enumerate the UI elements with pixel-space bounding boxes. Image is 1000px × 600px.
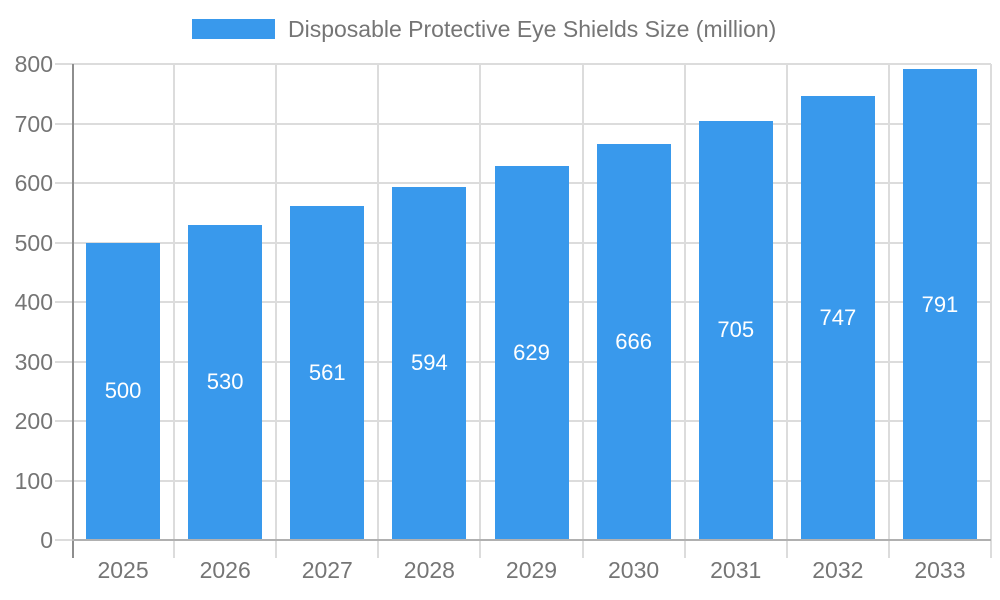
x-axis-tick: [275, 540, 278, 558]
x-tick-label: 2026: [199, 557, 251, 583]
x-tick-label: 2031: [710, 557, 762, 583]
bar-value-label: 747: [819, 304, 857, 330]
y-tick-label: 200: [14, 408, 53, 434]
x-tick-label: 2028: [403, 557, 455, 583]
bar-value-label: 705: [717, 317, 755, 343]
y-tick-label: 500: [14, 229, 53, 256]
y-tick-label: 800: [14, 51, 53, 77]
x-gridline: [377, 64, 380, 540]
bar-value-label: 594: [411, 350, 448, 376]
x-gridline: [990, 64, 992, 540]
x-gridline: [173, 64, 176, 540]
x-axis-tick: [887, 540, 890, 558]
x-tick-label: 2025: [97, 557, 149, 583]
x-axis-tick: [990, 540, 992, 558]
bar: [392, 186, 467, 540]
bar-value-label: 666: [615, 328, 652, 354]
y-tick-label: 400: [14, 289, 53, 315]
x-gridline: [887, 64, 890, 540]
bar: [902, 69, 977, 540]
x-tick-label: 2027: [301, 557, 353, 583]
x-axis-tick: [173, 540, 176, 558]
legend-swatch: [192, 19, 275, 39]
bar-value-label: 791: [921, 291, 959, 317]
y-gridline: [55, 63, 991, 65]
bar: [800, 95, 875, 540]
x-tick-label: 2029: [505, 557, 558, 583]
legend-label: Disposable Protective Eye Shields Size (…: [288, 15, 777, 42]
legend-item[interactable]: Disposable Protective Eye Shields Size (…: [192, 16, 776, 42]
y-gridline: [55, 122, 991, 125]
y-tick-label: 700: [14, 110, 53, 137]
bar: [290, 206, 365, 540]
bar-value-label: 530: [206, 369, 244, 395]
bar: [86, 242, 161, 540]
x-gridline: [275, 64, 278, 540]
x-gridline: [785, 64, 788, 540]
bar: [698, 120, 773, 540]
x-tick-label: 2033: [914, 557, 966, 583]
y-tick-label: 600: [14, 170, 53, 196]
y-tick-label: 100: [14, 467, 53, 494]
bar: [494, 165, 569, 540]
x-axis-tick: [479, 540, 482, 558]
x-gridline: [683, 64, 686, 540]
bar-value-label: 629: [513, 339, 550, 365]
x-tick-label: 2030: [608, 557, 660, 583]
x-axis-line: [72, 539, 991, 541]
x-gridline: [479, 64, 482, 540]
x-axis-tick: [683, 540, 686, 558]
x-gridline: [581, 64, 584, 540]
y-axis-line: [72, 64, 74, 558]
x-axis-tick: [785, 540, 788, 558]
bar-value-label: 561: [308, 360, 346, 386]
bar-value-label: 500: [104, 378, 142, 404]
bar: [188, 224, 263, 540]
y-axis-tick: [55, 539, 72, 541]
x-axis-tick: [581, 540, 584, 558]
x-axis-tick: [377, 540, 380, 558]
y-tick-label: 0: [40, 527, 53, 553]
bar: [596, 143, 671, 540]
y-tick-label: 300: [14, 348, 53, 375]
x-tick-label: 2032: [812, 557, 864, 583]
